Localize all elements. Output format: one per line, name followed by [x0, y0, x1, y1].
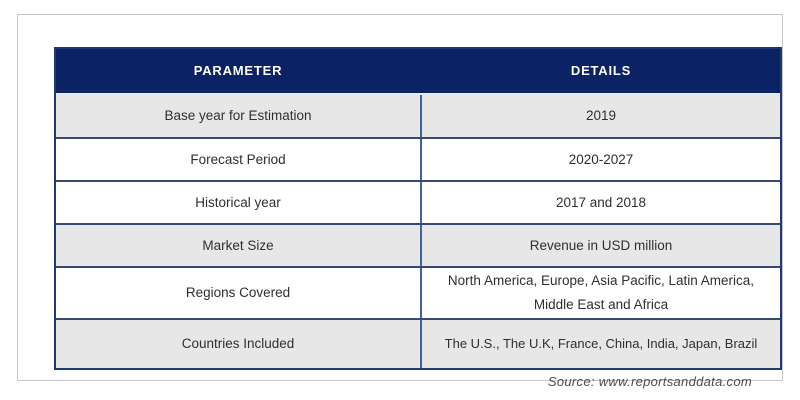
- cell-parameter: Countries Included: [56, 320, 420, 368]
- parameter-label: Forecast Period: [190, 151, 286, 167]
- details-value: 2020-2027: [568, 151, 634, 167]
- details-value-line2: Middle East and Africa: [533, 297, 669, 312]
- header-label-parameter: PARAMETER: [193, 63, 283, 78]
- header-cell-details: DETAILS: [420, 49, 780, 93]
- market-scope-table: PARAMETER DETAILS Base year for Estimati…: [54, 47, 782, 370]
- details-value: 2017 and 2018: [555, 194, 647, 210]
- cell-parameter: Regions Covered: [56, 268, 420, 318]
- details-value: 2019: [585, 108, 617, 123]
- cell-parameter: Forecast Period: [56, 139, 420, 180]
- cell-details: 2017 and 2018: [420, 182, 780, 223]
- cell-details: North America, Europe, Asia Pacific, Lat…: [420, 268, 780, 318]
- header-label-details: DETAILS: [570, 63, 632, 78]
- table-row: Base year for Estimation 2019: [56, 93, 780, 137]
- parameter-label: Countries Included: [181, 336, 295, 351]
- parameter-label: Historical year: [195, 194, 281, 210]
- parameter-label: Regions Covered: [185, 285, 291, 300]
- cell-parameter: Base year for Estimation: [56, 95, 420, 137]
- details-value-line1: North America, Europe, Asia Pacific, Lat…: [447, 273, 755, 288]
- details-value: Revenue in USD million: [529, 237, 673, 253]
- report-card: PARAMETER DETAILS Base year for Estimati…: [17, 14, 783, 389]
- table-row: Countries Included The U.S., The U.K, Fr…: [56, 318, 780, 368]
- table-row: Market Size Revenue in USD million: [56, 223, 780, 266]
- source-note: Source: www.reportsanddata.com: [547, 374, 752, 389]
- cell-details: 2020-2027: [420, 139, 780, 180]
- details-value: The U.S., The U.K, France, China, India,…: [444, 336, 758, 351]
- cell-details: The U.S., The U.K, France, China, India,…: [420, 320, 780, 368]
- table-row: Forecast Period 2020-2027: [56, 137, 780, 180]
- parameter-label: Base year for Estimation: [164, 108, 312, 123]
- cell-details: Revenue in USD million: [420, 225, 780, 266]
- table-row: Historical year 2017 and 2018: [56, 180, 780, 223]
- cell-parameter: Historical year: [56, 182, 420, 223]
- parameter-label: Market Size: [202, 237, 274, 253]
- table-row: Regions Covered North America, Europe, A…: [56, 266, 780, 318]
- cell-parameter: Market Size: [56, 225, 420, 266]
- header-cell-parameter: PARAMETER: [56, 49, 420, 93]
- table-header-row: PARAMETER DETAILS: [56, 49, 780, 93]
- cell-details: 2019: [420, 95, 780, 137]
